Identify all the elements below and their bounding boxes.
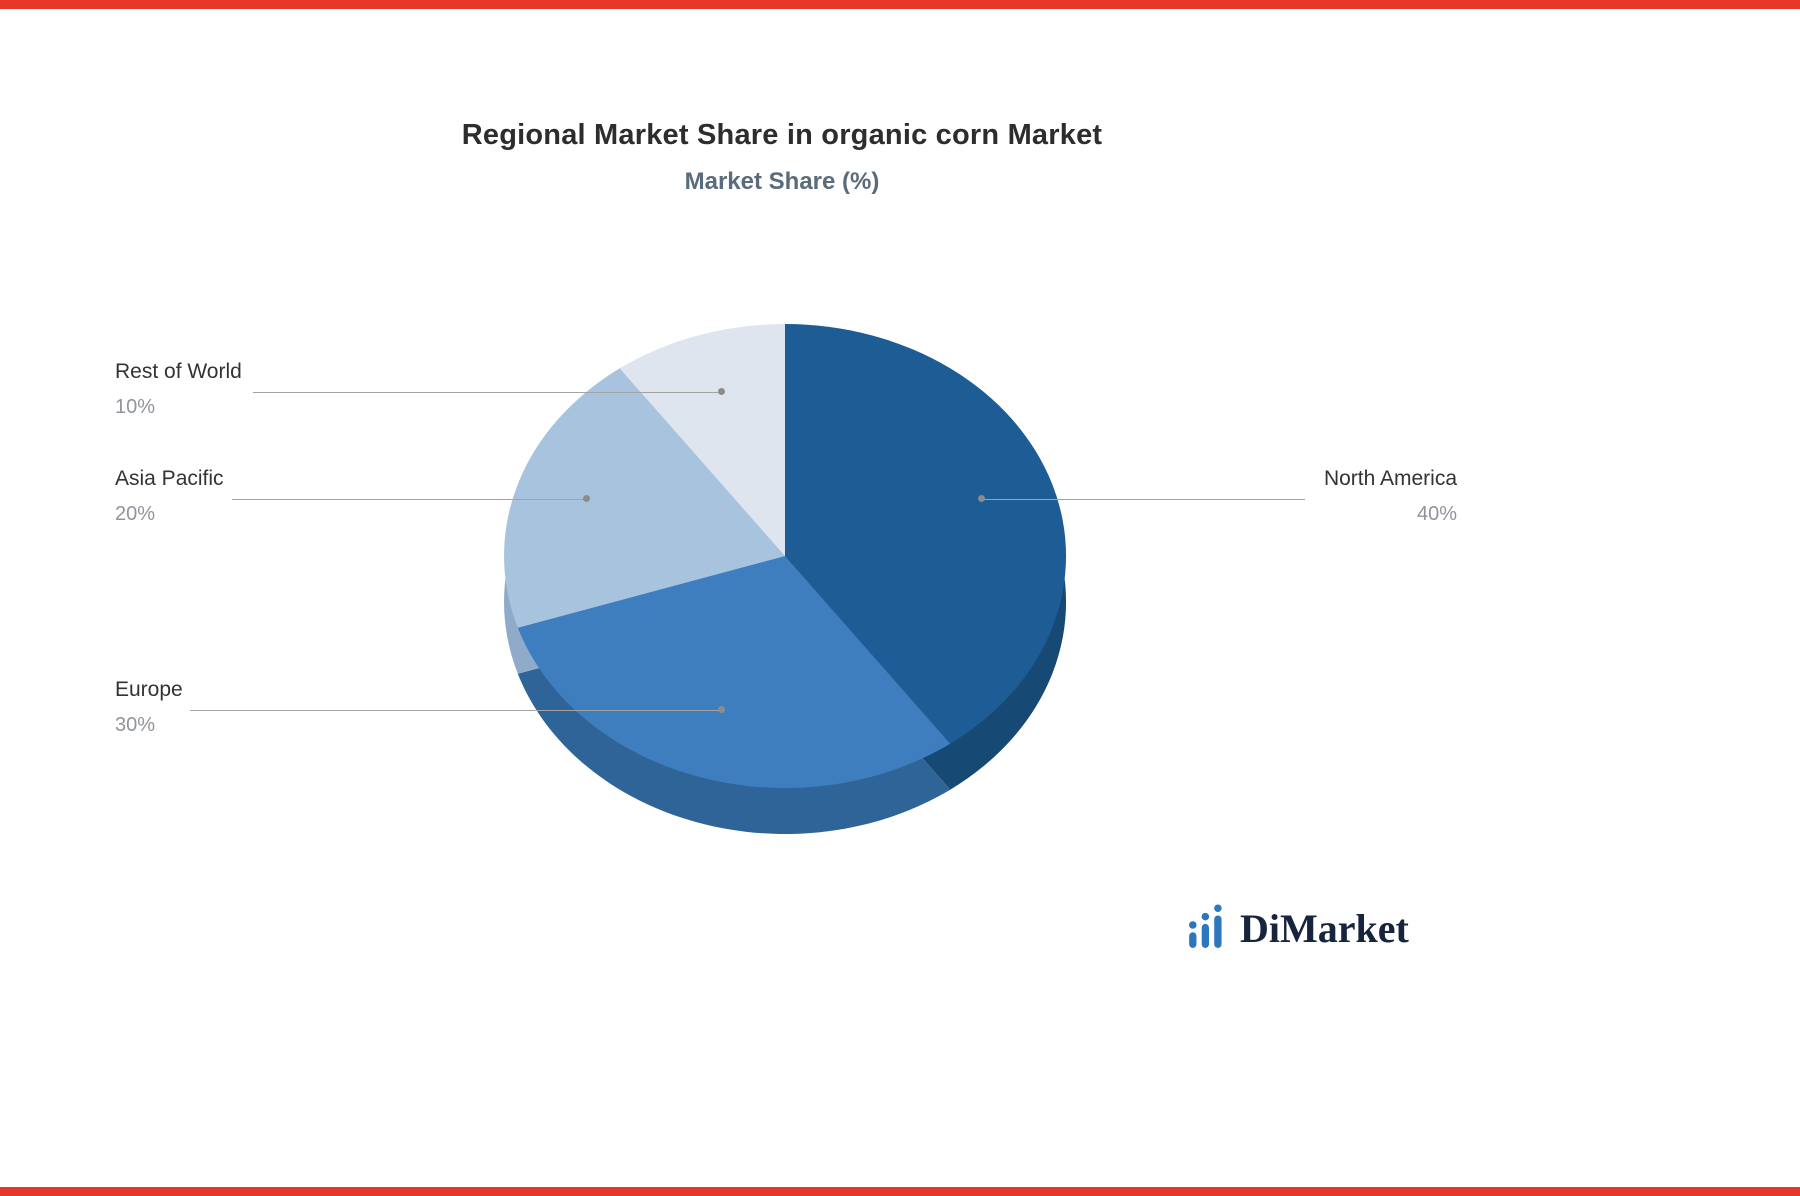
- leader-line-north-america: [982, 499, 1305, 500]
- chart-title: Regional Market Share in organic corn Ma…: [461, 119, 1103, 151]
- pie-slice-europe: [517, 556, 951, 789]
- callout-asia-pacific: Asia Pacific 20%: [115, 467, 224, 526]
- dimarket-logo: DiMarket: [1188, 903, 1409, 954]
- leader-dot-asia-pacific: [583, 495, 590, 502]
- leader-line-asia-pacific: [232, 499, 587, 500]
- logo-text: DiMarket: [1240, 905, 1409, 951]
- callout-label: Asia Pacific: [115, 467, 224, 490]
- callout-value: 30%: [115, 714, 156, 736]
- bar-chart-icon: [1188, 903, 1230, 954]
- pie-slice-asia-pacific: [504, 368, 785, 628]
- leader-line-rest-of-world: [253, 392, 722, 393]
- callout-label: North America: [1323, 467, 1457, 490]
- pie-slice-north-america: [785, 324, 1067, 744]
- leader-line-europe: [190, 710, 722, 711]
- callout-value: 40%: [1416, 503, 1457, 525]
- pie-slice-rest-of-world: [619, 324, 785, 556]
- leader-dot-north-america: [978, 495, 985, 502]
- callout-europe: Europe 30%: [115, 678, 183, 737]
- callout-label: Rest of World: [115, 360, 242, 383]
- leader-dot-europe: [718, 706, 725, 713]
- chart-subtitle: Market Share (%): [684, 168, 880, 195]
- callout-north-america: North America 40%: [1324, 467, 1457, 526]
- callout-rest-of-world: Rest of World 10%: [115, 360, 242, 419]
- page-border-top: [0, 0, 1800, 9]
- leader-dot-rest-of-world: [718, 388, 725, 395]
- page-border-bottom: [0, 1187, 1800, 1196]
- callout-label: Europe: [115, 678, 183, 701]
- callout-value: 20%: [115, 503, 156, 525]
- callout-value: 10%: [115, 396, 156, 418]
